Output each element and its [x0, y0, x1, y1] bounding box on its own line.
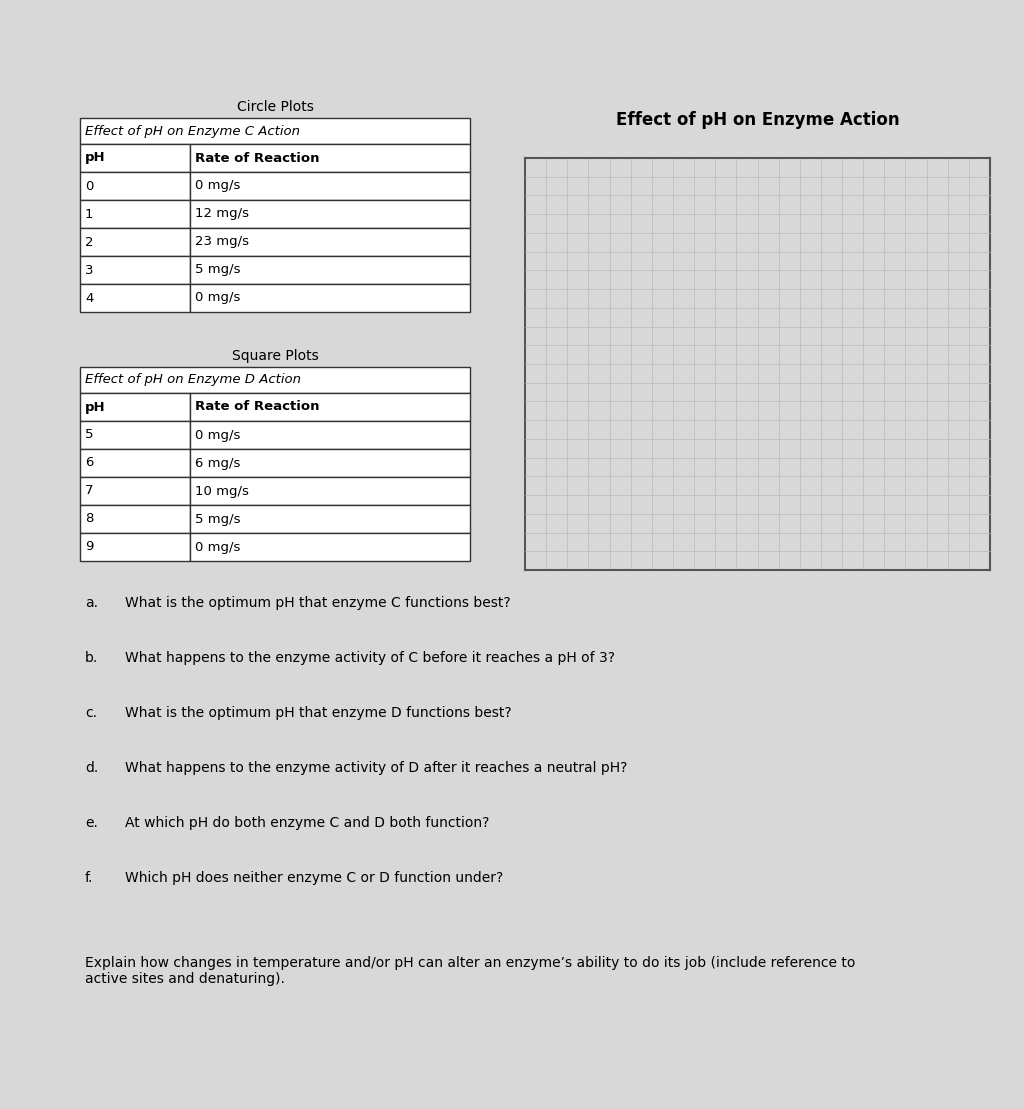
Bar: [190, 533, 470, 561]
Bar: [80, 284, 190, 312]
Text: 3: 3: [85, 264, 93, 276]
Bar: [80, 421, 190, 449]
Text: 6 mg/s: 6 mg/s: [195, 457, 241, 469]
Text: 5 mg/s: 5 mg/s: [195, 512, 241, 526]
Text: 7: 7: [85, 485, 93, 498]
Text: What is the optimum pH that enzyme C functions best?: What is the optimum pH that enzyme C fun…: [125, 596, 511, 610]
Bar: [80, 256, 190, 284]
Bar: [190, 172, 470, 200]
Text: 4: 4: [85, 292, 93, 305]
Text: 1: 1: [85, 207, 93, 221]
Text: 0 mg/s: 0 mg/s: [195, 180, 241, 193]
Bar: [190, 200, 470, 228]
Text: Circle Plots: Circle Plots: [237, 100, 313, 114]
Bar: [80, 118, 470, 144]
Text: 5: 5: [85, 428, 93, 441]
Bar: [190, 144, 470, 172]
Text: 8: 8: [85, 512, 93, 526]
Bar: [80, 367, 470, 393]
Bar: [190, 449, 470, 477]
Text: 23 mg/s: 23 mg/s: [195, 235, 249, 248]
Text: c.: c.: [85, 706, 97, 720]
Text: pH: pH: [85, 152, 105, 164]
Bar: [190, 505, 470, 533]
Text: Rate of Reaction: Rate of Reaction: [195, 152, 319, 164]
Text: 12 mg/s: 12 mg/s: [195, 207, 249, 221]
Text: 2: 2: [85, 235, 93, 248]
Bar: [190, 284, 470, 312]
Text: f.: f.: [85, 871, 93, 885]
Bar: [80, 144, 190, 172]
Bar: [190, 256, 470, 284]
Text: 0 mg/s: 0 mg/s: [195, 540, 241, 553]
Bar: [80, 533, 190, 561]
Text: a.: a.: [85, 596, 98, 610]
Text: What happens to the enzyme activity of D after it reaches a neutral pH?: What happens to the enzyme activity of D…: [125, 761, 628, 775]
Bar: [80, 505, 190, 533]
Text: What happens to the enzyme activity of C before it reaches a pH of 3?: What happens to the enzyme activity of C…: [125, 651, 615, 665]
Bar: [190, 421, 470, 449]
Text: 0 mg/s: 0 mg/s: [195, 292, 241, 305]
Text: 0: 0: [85, 180, 93, 193]
Text: b.: b.: [85, 651, 98, 665]
Text: Square Plots: Square Plots: [231, 349, 318, 363]
Bar: [80, 477, 190, 505]
Bar: [190, 228, 470, 256]
Text: What is the optimum pH that enzyme D functions best?: What is the optimum pH that enzyme D fun…: [125, 706, 512, 720]
Text: At which pH do both enzyme C and D both function?: At which pH do both enzyme C and D both …: [125, 816, 489, 830]
Text: Effect of pH on Enzyme Action: Effect of pH on Enzyme Action: [616, 111, 900, 129]
Text: 0 mg/s: 0 mg/s: [195, 428, 241, 441]
Text: Which pH does neither enzyme C or D function under?: Which pH does neither enzyme C or D func…: [125, 871, 503, 885]
Text: Effect of pH on Enzyme C Action: Effect of pH on Enzyme C Action: [85, 124, 300, 138]
Text: e.: e.: [85, 816, 98, 830]
Text: 9: 9: [85, 540, 93, 553]
Text: 5 mg/s: 5 mg/s: [195, 264, 241, 276]
Bar: [80, 228, 190, 256]
Text: d.: d.: [85, 761, 98, 775]
Text: 6: 6: [85, 457, 93, 469]
Text: pH: pH: [85, 400, 105, 414]
Bar: [80, 393, 190, 421]
Text: 10 mg/s: 10 mg/s: [195, 485, 249, 498]
Bar: [80, 449, 190, 477]
Text: Rate of Reaction: Rate of Reaction: [195, 400, 319, 414]
Bar: [190, 393, 470, 421]
Text: Effect of pH on Enzyme D Action: Effect of pH on Enzyme D Action: [85, 374, 301, 387]
Text: Explain how changes in temperature and/or pH can alter an enzyme’s ability to do: Explain how changes in temperature and/o…: [85, 956, 855, 986]
Bar: [80, 172, 190, 200]
Bar: [80, 200, 190, 228]
Bar: [190, 477, 470, 505]
